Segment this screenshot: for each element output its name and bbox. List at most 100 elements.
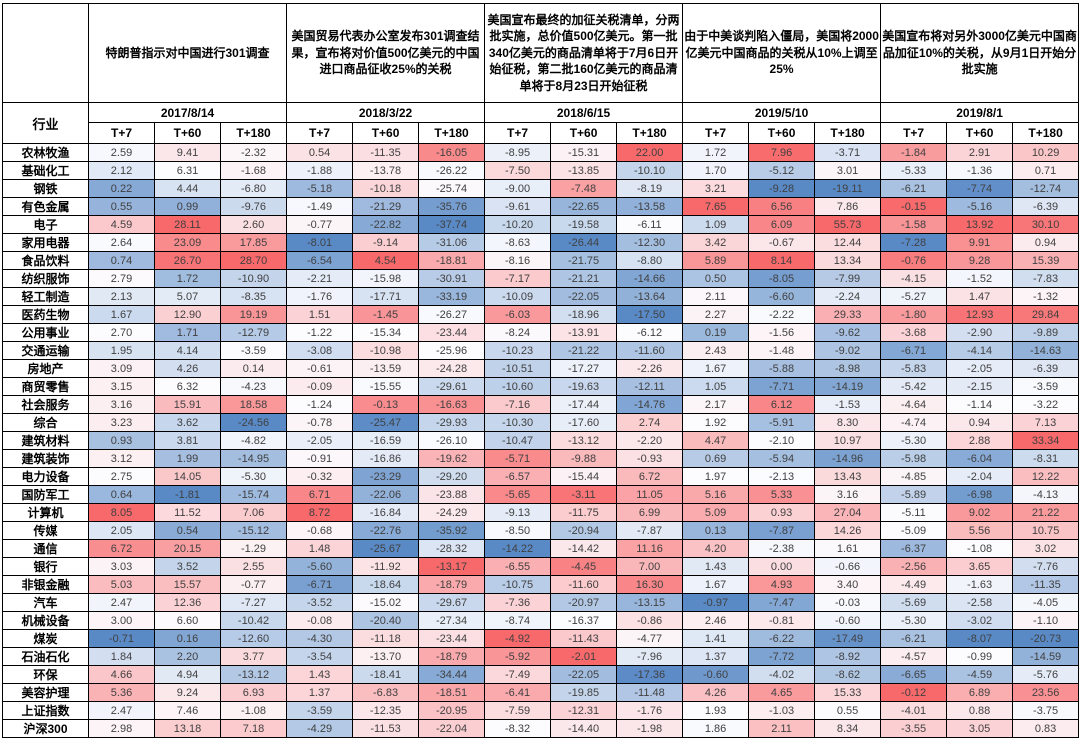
return-cell: -0.86 bbox=[616, 611, 684, 630]
return-cell: 1.43 bbox=[286, 665, 354, 684]
industry-label: 美容护理 bbox=[2, 683, 89, 702]
return-cell: -17.49 bbox=[814, 629, 882, 648]
return-cell: 0.83 bbox=[1012, 719, 1080, 738]
return-cell: -14.95 bbox=[219, 449, 288, 468]
return-cell: -14.59 bbox=[1012, 647, 1080, 666]
return-cell: 2.11 bbox=[682, 287, 750, 306]
return-cell: 3.03 bbox=[88, 557, 155, 576]
return-cell: 30.10 bbox=[1012, 215, 1080, 234]
return-cell: -4.05 bbox=[1012, 593, 1080, 612]
return-cell: -4.15 bbox=[880, 269, 948, 288]
return-cell: -8.19 bbox=[616, 179, 684, 198]
return-cell: -4.64 bbox=[880, 395, 948, 414]
return-cell: -7.48 bbox=[550, 179, 618, 198]
return-cell: -20.94 bbox=[550, 521, 618, 540]
return-cell: -18.79 bbox=[418, 647, 486, 666]
table-row: 计算机 8.05 11.52 7.06 8.72 -16.84 -24.29 -9.13 -11… bbox=[2, 503, 1080, 522]
return-cell: 10.97 bbox=[814, 431, 882, 450]
return-cell: 4.93 bbox=[748, 575, 816, 594]
event-description: 美国宣布将对另外3000亿美元中国商品加征10%的关税，从9月1日开始分批实施 bbox=[880, 3, 1080, 103]
return-cell: 1.09 bbox=[682, 215, 750, 234]
return-cell: -6.60 bbox=[748, 287, 816, 306]
return-cell: -9.14 bbox=[352, 233, 420, 252]
return-cell: 16.30 bbox=[616, 575, 684, 594]
industry-label: 家用电器 bbox=[2, 233, 89, 252]
return-cell: 6.56 bbox=[748, 197, 816, 216]
return-cell: -10.51 bbox=[484, 359, 552, 378]
table-row: 环保 4.66 4.94 -13.12 1.43 -18.41 -34.44 -7.49 -22… bbox=[2, 665, 1080, 684]
return-cell: -12.11 bbox=[616, 377, 684, 396]
return-cell: -1.36 bbox=[946, 161, 1014, 180]
return-cell: -11.92 bbox=[352, 557, 420, 576]
return-cell: 5.16 bbox=[682, 485, 750, 504]
return-cell: -9.89 bbox=[1012, 323, 1080, 342]
return-cell: -10.75 bbox=[484, 575, 552, 594]
industry-label: 社会服务 bbox=[2, 395, 89, 414]
table-row: 有色金属 0.55 0.99 -9.76 -1.49 -21.29 -35.76 -9.61-… bbox=[2, 197, 1080, 216]
return-cell: 2.98 bbox=[88, 719, 155, 738]
return-cell: -15.55 bbox=[352, 377, 420, 396]
return-cell: -3.54 bbox=[286, 647, 354, 666]
period-header: T+60 bbox=[352, 122, 420, 144]
table-row: 银行 3.03 3.52 2.55 -5.60 -11.92 -13.17 -6.55 -4.4… bbox=[2, 557, 1080, 576]
return-cell: -29.20 bbox=[418, 467, 486, 486]
return-cell: -3.52 bbox=[286, 593, 354, 612]
return-cell: 9.91 bbox=[946, 233, 1014, 252]
return-cell: 1.48 bbox=[286, 539, 354, 558]
return-cell: -9.00 bbox=[484, 179, 552, 198]
return-cell: 5.33 bbox=[748, 485, 816, 504]
corner-cell bbox=[2, 3, 89, 103]
table-row: 纺织服饰 2.79 1.72 -10.90 -2.21 -15.98 -30.91 -7.17… bbox=[2, 269, 1080, 288]
return-cell: -5.27 bbox=[880, 287, 948, 306]
return-cell: -19.85 bbox=[550, 683, 618, 702]
return-cell: -12.35 bbox=[352, 701, 420, 720]
return-cell: -10.23 bbox=[484, 341, 552, 360]
return-cell: -6.39 bbox=[1012, 197, 1080, 216]
return-cell: -0.77 bbox=[286, 215, 354, 234]
return-cell: -27.34 bbox=[418, 611, 486, 630]
return-cell: -5.91 bbox=[748, 413, 816, 432]
return-cell: -0.77 bbox=[219, 575, 288, 594]
return-cell: -5.16 bbox=[946, 197, 1014, 216]
return-cell: -16.84 bbox=[352, 503, 420, 522]
return-cell: 6.72 bbox=[88, 539, 155, 558]
return-cell: -6.37 bbox=[880, 539, 948, 558]
return-cell: -11.48 bbox=[616, 683, 684, 702]
return-cell: -22.05 bbox=[550, 287, 618, 306]
return-cell: 4.47 bbox=[682, 431, 750, 450]
return-cell: -1.22 bbox=[286, 323, 354, 342]
return-cell: -1.81 bbox=[154, 485, 221, 504]
return-cell: -11.60 bbox=[616, 341, 684, 360]
return-cell: -20.95 bbox=[418, 701, 486, 720]
return-cell: 14.05 bbox=[154, 467, 221, 486]
return-cell: -16.37 bbox=[550, 611, 618, 630]
return-cell: 15.39 bbox=[1012, 251, 1080, 270]
return-cell: -10.09 bbox=[484, 287, 552, 306]
return-cell: -4.23 bbox=[219, 377, 288, 396]
return-cell: 1.95 bbox=[88, 341, 155, 360]
return-cell: -1.63 bbox=[946, 575, 1014, 594]
return-cell: 4.94 bbox=[154, 665, 221, 684]
return-cell: 17.85 bbox=[219, 233, 288, 252]
return-cell: -5.42 bbox=[880, 377, 948, 396]
return-cell: -0.97 bbox=[682, 593, 750, 612]
return-cell: 2.46 bbox=[682, 611, 750, 630]
return-cell: 55.73 bbox=[814, 215, 882, 234]
return-cell: 29.33 bbox=[814, 305, 882, 324]
return-cell: -15.02 bbox=[352, 593, 420, 612]
return-cell: -8.80 bbox=[616, 251, 684, 270]
table-row: 房地产 3.09 4.26 0.14 -0.61 -13.59 -24.28 -10.51 -1… bbox=[2, 359, 1080, 378]
return-cell: -14.40 bbox=[550, 719, 618, 738]
return-cell: -9.61 bbox=[484, 197, 552, 216]
return-cell: -4.02 bbox=[748, 665, 816, 684]
industry-label: 农林牧渔 bbox=[2, 143, 89, 162]
return-cell: -2.04 bbox=[946, 467, 1014, 486]
return-cell: -0.71 bbox=[88, 629, 155, 648]
return-cell: -1.29 bbox=[219, 539, 288, 558]
period-header: T+60 bbox=[748, 122, 816, 144]
industry-label: 环保 bbox=[2, 665, 89, 684]
event-date: 2019/5/10 bbox=[682, 102, 882, 123]
table-row: 沪深300 2.98 13.18 7.18 -4.29 -11.53 -22.04 -8.32… bbox=[2, 719, 1080, 738]
return-cell: -30.91 bbox=[418, 269, 486, 288]
return-cell: 12.36 bbox=[154, 593, 221, 612]
